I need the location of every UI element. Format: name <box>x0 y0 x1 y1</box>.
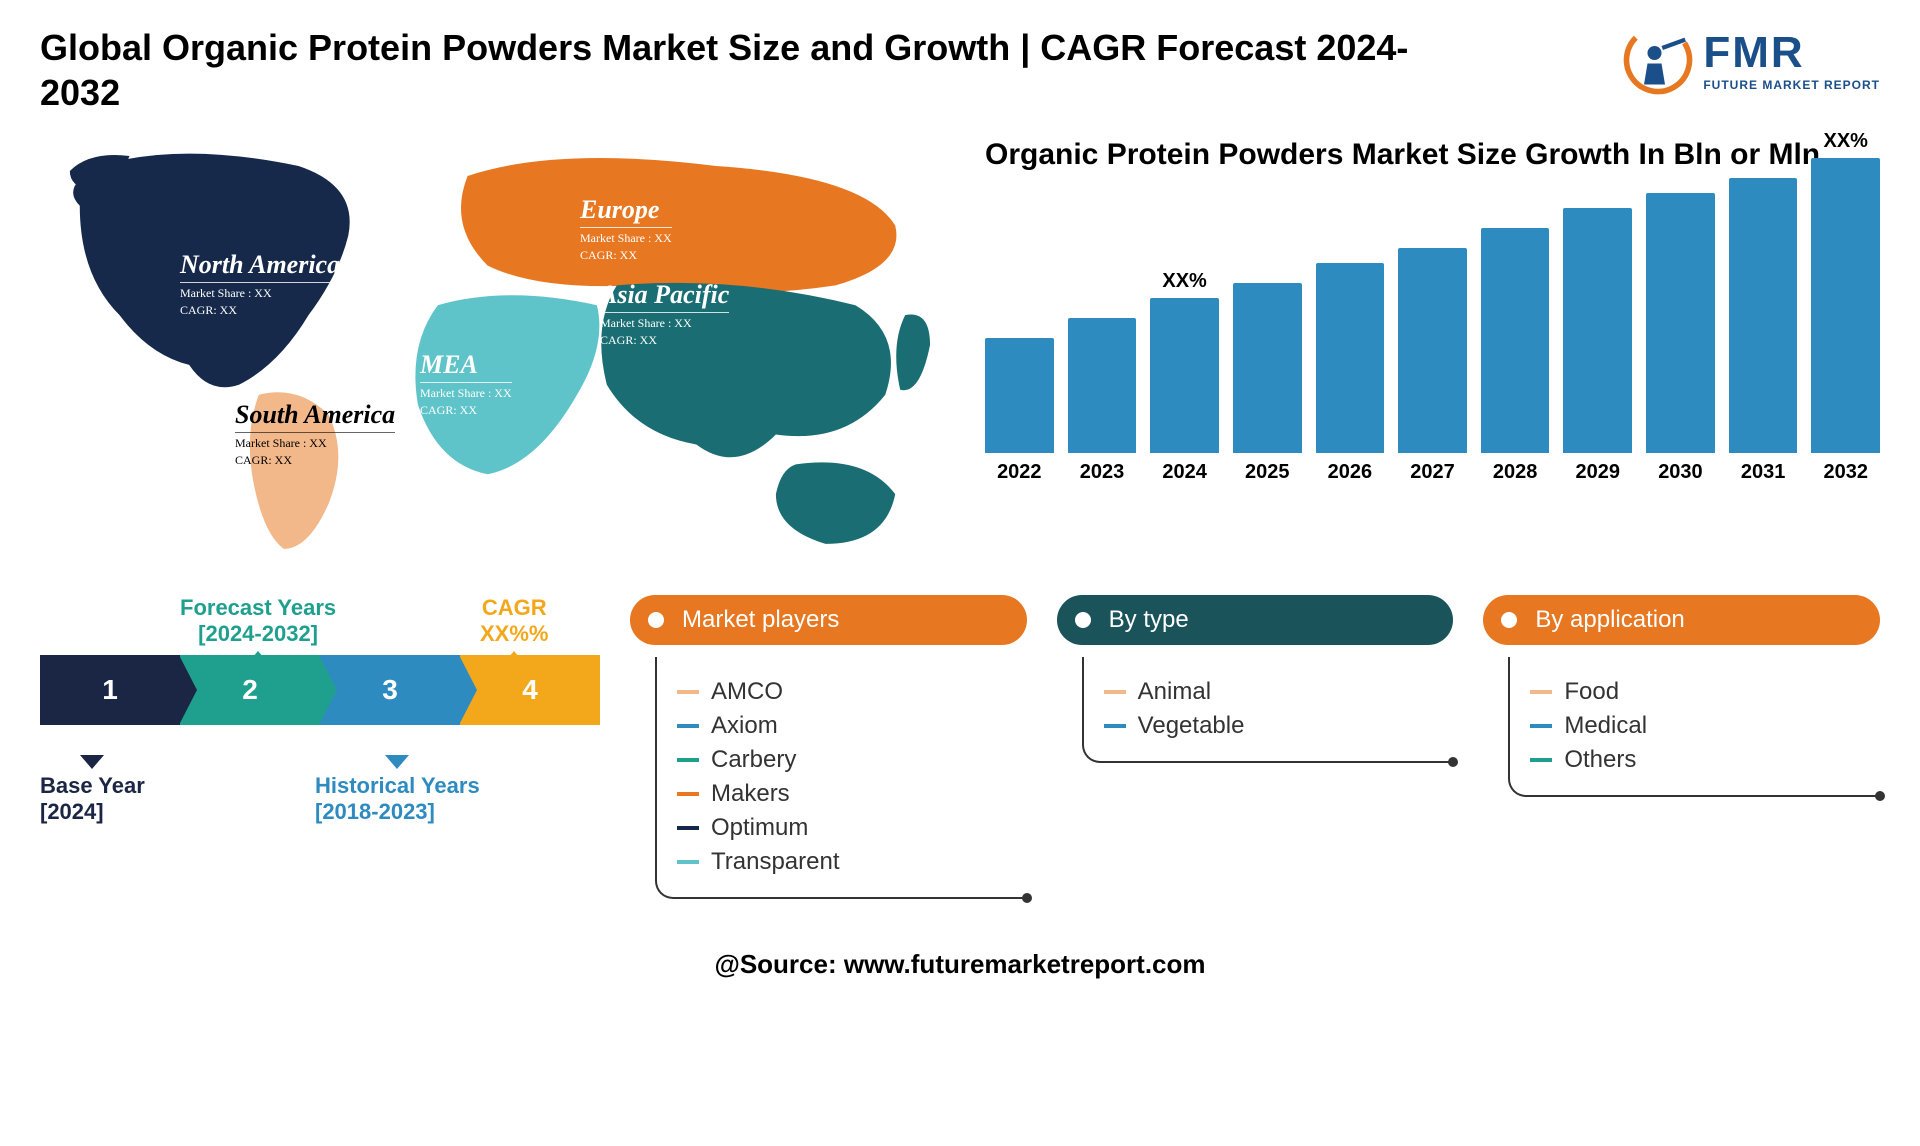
category-by-application: By application Food Medical Others <box>1483 595 1880 899</box>
cat-item: Others <box>1530 746 1880 774</box>
cat-item: Optimum <box>677 814 1027 842</box>
logo-text-small: FUTURE MARKET REPORT <box>1703 78 1880 92</box>
category-body: Animal Vegetable <box>1082 657 1454 763</box>
bar-2026: 2026 <box>1316 263 1385 484</box>
region-label-mea: MEAMarket Share : XXCAGR: XX <box>420 350 512 418</box>
cat-item: Medical <box>1530 712 1880 740</box>
timeline-seg-3: 3 <box>320 655 460 725</box>
base-year-label: Base Year [2024] <box>40 755 145 825</box>
bar-2029: 2029 <box>1563 208 1632 484</box>
category-pill: Market players <box>630 595 1027 645</box>
timeline-panel: Forecast Years [2024-2032] CAGR XX%% 123… <box>40 595 600 755</box>
region-label-north-america: North AmericaMarket Share : XXCAGR: XX <box>180 250 340 318</box>
bar-2028: 2028 <box>1481 228 1550 484</box>
bar-2025: 2025 <box>1233 283 1302 484</box>
chart-title: Organic Protein Powders Market Size Grow… <box>985 135 1880 174</box>
bar-2023: 2023 <box>1068 318 1137 484</box>
timeline-bar: 1234 <box>40 655 600 725</box>
bar-2030: 2030 <box>1646 193 1715 484</box>
cat-item: AMCO <box>677 678 1027 706</box>
cat-item: Makers <box>677 780 1027 808</box>
category-pill: By type <box>1057 595 1454 645</box>
category-body: AMCO Axiom Carbery Makers Optimum Transparent <box>655 657 1027 899</box>
cat-item: Vegetable <box>1104 712 1454 740</box>
world-map: North AmericaMarket Share : XXCAGR: XX So… <box>40 135 935 555</box>
category-market-players: Market players AMCO Axiom Carbery Makers Opt… <box>630 595 1027 899</box>
category-pill: By application <box>1483 595 1880 645</box>
bar-2024: XX%2024 <box>1150 298 1219 484</box>
region-label-europe: EuropeMarket Share : XXCAGR: XX <box>580 195 672 263</box>
page-title: Global Organic Protein Powders Market Si… <box>40 25 1440 115</box>
timeline-seg-2: 2 <box>180 655 320 725</box>
logo-text-big: FMR <box>1703 28 1880 78</box>
bar-2031: 2031 <box>1729 178 1798 484</box>
category-by-type: By type Animal Vegetable <box>1057 595 1454 899</box>
region-label-south-america: South AmericaMarket Share : XXCAGR: XX <box>235 400 395 468</box>
timeline-seg-4: 4 <box>460 655 600 725</box>
cat-item: Animal <box>1104 678 1454 706</box>
historical-label: Historical Years [2018-2023] <box>315 755 480 825</box>
bar-container: 20222023XX%20242025202620272028202920302… <box>985 184 1880 484</box>
logo-icon <box>1623 25 1693 95</box>
bar-2022: 2022 <box>985 338 1054 484</box>
brand-logo: FMR FUTURE MARKET REPORT <box>1623 25 1880 95</box>
region-label-asia-pacific: Asia PacificMarket Share : XXCAGR: XX <box>600 280 729 348</box>
source-footer: @Source: www.futuremarketreport.com <box>40 949 1880 980</box>
growth-chart: Organic Protein Powders Market Size Grow… <box>965 135 1880 555</box>
category-body: Food Medical Others <box>1508 657 1880 797</box>
bar-2032: XX%2032 <box>1811 158 1880 484</box>
cat-item: Carbery <box>677 746 1027 774</box>
region-europe <box>461 158 896 293</box>
cat-item: Transparent <box>677 848 1027 876</box>
bar-2027: 2027 <box>1398 248 1467 484</box>
cat-item: Food <box>1530 678 1880 706</box>
timeline-seg-1: 1 <box>40 655 180 725</box>
map-svg <box>40 135 935 555</box>
cat-item: Axiom <box>677 712 1027 740</box>
